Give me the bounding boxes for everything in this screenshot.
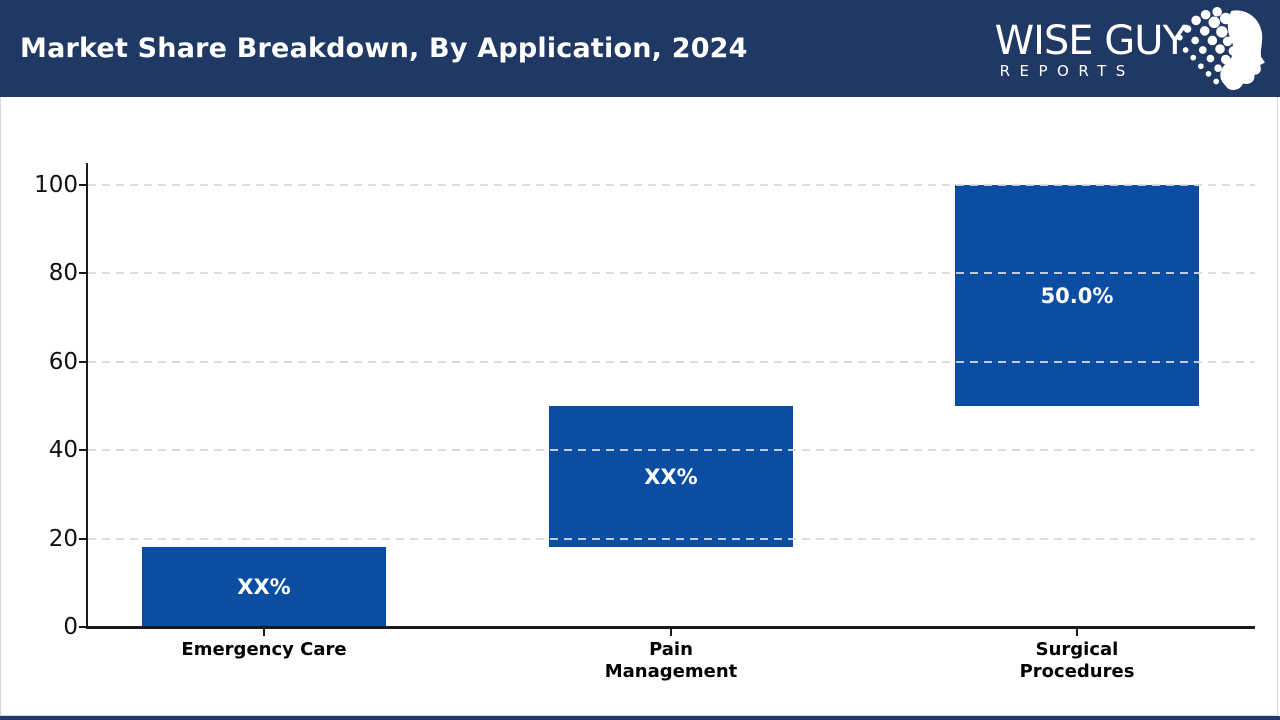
gridline-y-80	[88, 272, 1255, 275]
y-axis-tick-mark	[79, 184, 88, 186]
bar-value-label: XX%	[644, 464, 698, 489]
x-axis-category-label: Pain Management	[604, 639, 738, 682]
x-axis-tick-mark	[670, 628, 672, 636]
bar-value-label: 50.0%	[1040, 283, 1114, 308]
brand-subtitle: REPORTS	[999, 62, 1135, 80]
bar-pain-management: XX%	[549, 406, 793, 548]
y-axis-line	[86, 163, 88, 629]
y-axis-tick-mark	[79, 360, 88, 363]
header-bar: Market Share Breakdown, By Application, …	[0, 0, 1280, 97]
y-axis-tick-label: 20	[48, 525, 78, 552]
brand-logo: WISE GUY REPORTS	[995, 6, 1268, 94]
x-axis-tick-mark	[263, 628, 265, 636]
bar-value-label: XX%	[237, 575, 291, 600]
x-axis-category-label: Surgical Procedures	[1019, 639, 1135, 682]
bar-surgical-procedures: 50.0%	[955, 185, 1199, 406]
gridline-y-100	[88, 184, 1255, 186]
x-axis-category-label: Emergency Care	[181, 639, 347, 660]
y-axis-tick-mark	[79, 626, 88, 628]
brand-name: WISE GUY	[994, 18, 1187, 64]
y-axis-tick-label: 40	[48, 437, 78, 464]
gridline-y-40	[88, 449, 1255, 452]
footer-bar	[0, 716, 1280, 720]
page-title: Market Share Breakdown, By Application, …	[20, 33, 748, 64]
y-axis-tick-mark	[79, 272, 88, 275]
y-axis-tick-label: 60	[48, 348, 78, 375]
y-axis-tick-mark	[79, 537, 88, 540]
y-axis-tick-label: 0	[63, 614, 78, 640]
x-axis-tick-mark	[1076, 628, 1078, 636]
y-axis-tick-label: 80	[48, 260, 78, 287]
brand-text: WISE GUY REPORTS	[994, 18, 1187, 80]
bar-emergency-care: XX%	[142, 547, 386, 627]
x-axis-line	[86, 626, 1255, 629]
gridline-y-60	[88, 360, 1255, 363]
wiseguy-face-icon	[1177, 7, 1265, 90]
y-axis-tick-label: 100	[34, 172, 78, 198]
y-axis-tick-mark	[79, 449, 88, 452]
gridline-y-20	[88, 537, 1255, 540]
